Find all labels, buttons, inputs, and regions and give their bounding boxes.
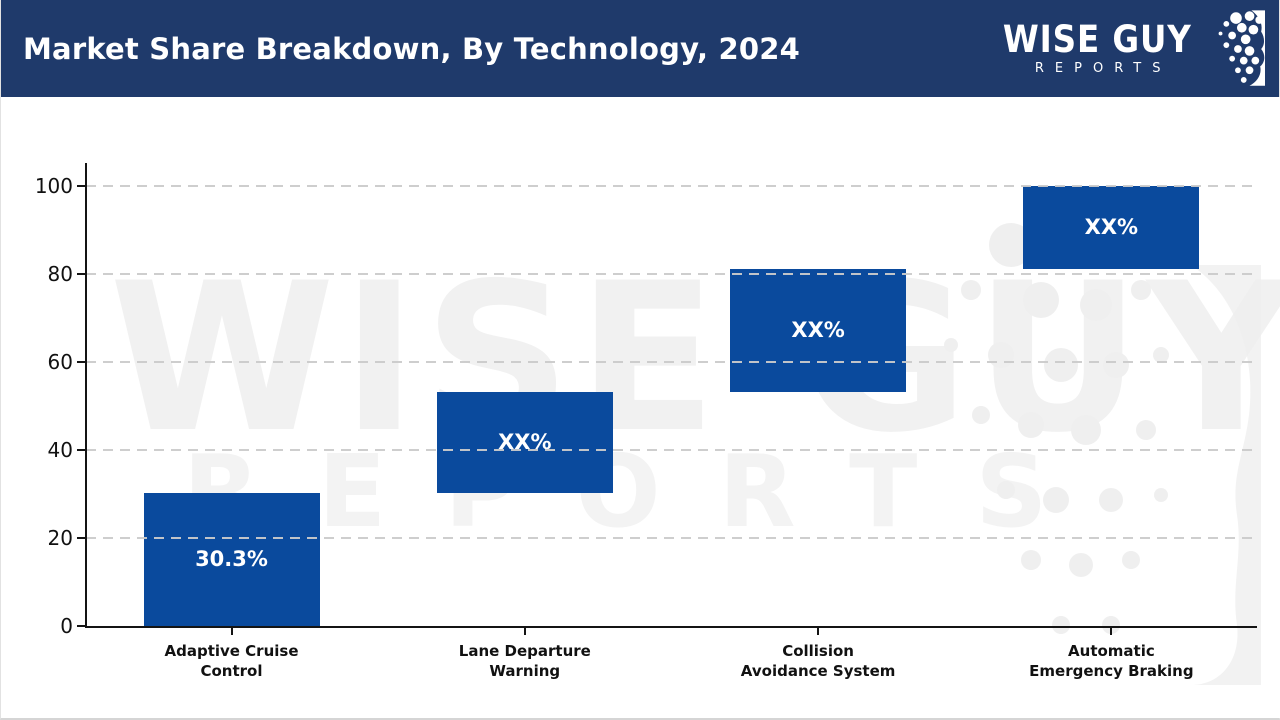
y-tick-label: 80 bbox=[47, 262, 73, 286]
watermark-subtitle: REPORTS bbox=[183, 433, 1106, 550]
y-axis-tick bbox=[77, 449, 85, 451]
y-axis bbox=[85, 163, 87, 628]
gridline bbox=[86, 273, 1257, 275]
x-tick-label: Lane Departure Warning bbox=[458, 642, 591, 680]
y-tick-label: 100 bbox=[34, 174, 73, 198]
bar-value-label: XX% bbox=[791, 318, 845, 343]
y-tick-label: 20 bbox=[47, 526, 73, 550]
x-tick-label: Automatic Emergency Braking bbox=[1029, 642, 1194, 680]
y-axis-tick bbox=[77, 625, 85, 627]
y-axis-tick bbox=[77, 361, 85, 363]
watermark-face-icon bbox=[944, 214, 1261, 685]
page-title: Market Share Breakdown, By Technology, 2… bbox=[23, 31, 801, 66]
logo-face-icon bbox=[1218, 9, 1265, 86]
logo-wordmark: WISE GUY bbox=[1003, 18, 1193, 61]
bar-value-label: XX% bbox=[1084, 215, 1139, 240]
gridline bbox=[86, 185, 1257, 187]
bar-segment: XX% bbox=[1023, 186, 1200, 269]
y-axis-tick bbox=[77, 185, 85, 187]
x-axis bbox=[85, 626, 1257, 628]
gridline bbox=[86, 449, 1257, 451]
y-axis-tick bbox=[77, 537, 85, 539]
chart-area: WISE GUY REPORTS 30.3% XX% XX% XX% 0 20 40 60 80… bbox=[1, 97, 1280, 718]
x-axis-tick bbox=[817, 626, 820, 635]
wiseguy-logo: WISE GUY REPORTS bbox=[990, 9, 1265, 89]
logo-text: WISE GUY REPORTS bbox=[990, 21, 1205, 76]
header-bar: Market Share Breakdown, By Technology, 2… bbox=[1, 0, 1279, 97]
x-axis-tick bbox=[230, 626, 233, 635]
x-tick-label: Collision Avoidance System bbox=[740, 642, 896, 680]
gridline bbox=[86, 361, 1257, 363]
y-tick-label: 60 bbox=[47, 350, 73, 374]
bar-segment: XX% bbox=[436, 391, 613, 493]
y-axis-tick bbox=[77, 273, 85, 275]
x-tick-label: Adaptive Cruise Control bbox=[164, 642, 299, 680]
bar-value-label: 30.3% bbox=[195, 547, 268, 572]
bar-segment: 30.3% bbox=[143, 492, 320, 626]
watermark-wordmark: WISE GUY bbox=[109, 240, 1280, 478]
bar-segment: XX% bbox=[730, 268, 907, 392]
gridline bbox=[86, 537, 1257, 539]
y-tick-label: 0 bbox=[60, 614, 73, 638]
y-tick-label: 40 bbox=[47, 438, 73, 462]
x-axis-tick bbox=[523, 626, 526, 635]
logo-subtitle: REPORTS bbox=[1034, 61, 1172, 76]
